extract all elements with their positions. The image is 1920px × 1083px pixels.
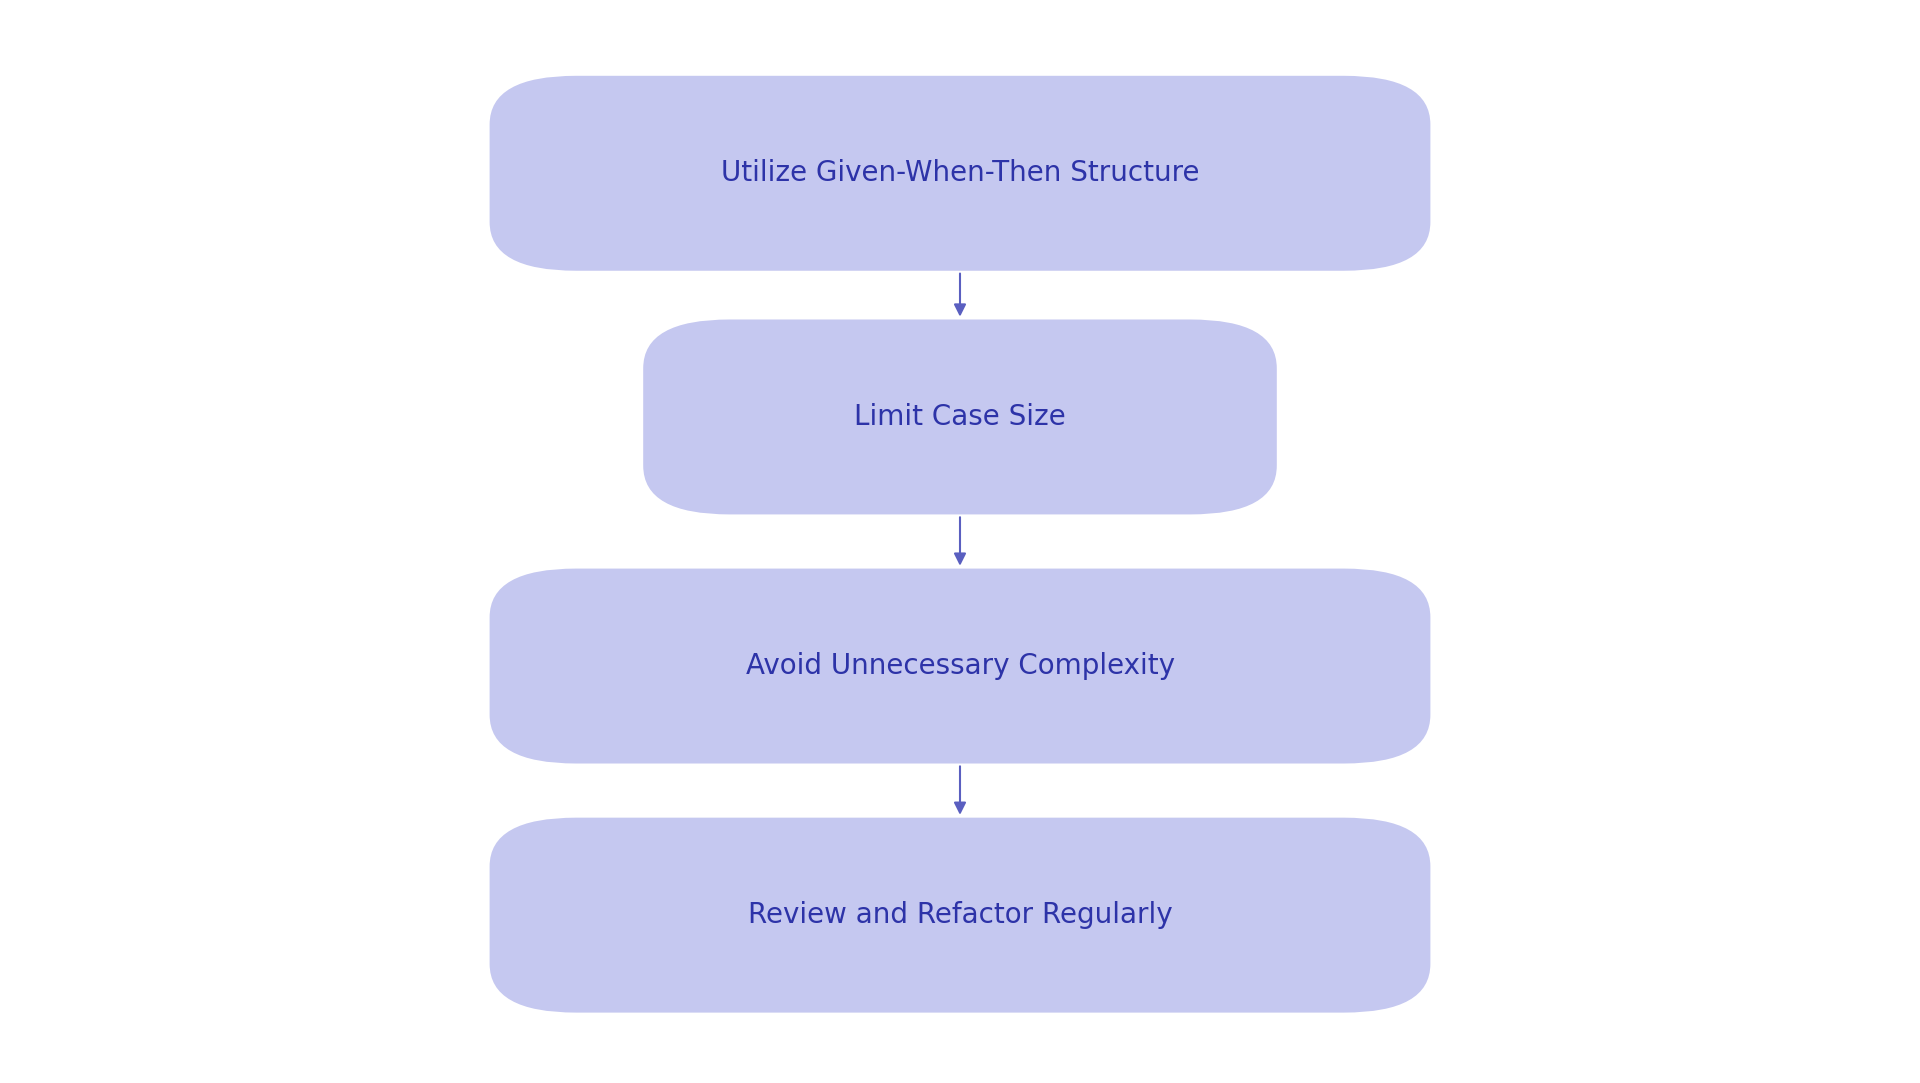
Text: Limit Case Size: Limit Case Size — [854, 403, 1066, 431]
Text: Avoid Unnecessary Complexity: Avoid Unnecessary Complexity — [745, 652, 1175, 680]
FancyBboxPatch shape — [490, 569, 1430, 764]
FancyBboxPatch shape — [490, 818, 1430, 1013]
Text: Review and Refactor Regularly: Review and Refactor Regularly — [747, 901, 1173, 929]
Text: Utilize Given-When-Then Structure: Utilize Given-When-Then Structure — [720, 159, 1200, 187]
FancyBboxPatch shape — [490, 76, 1430, 271]
FancyBboxPatch shape — [643, 319, 1277, 514]
